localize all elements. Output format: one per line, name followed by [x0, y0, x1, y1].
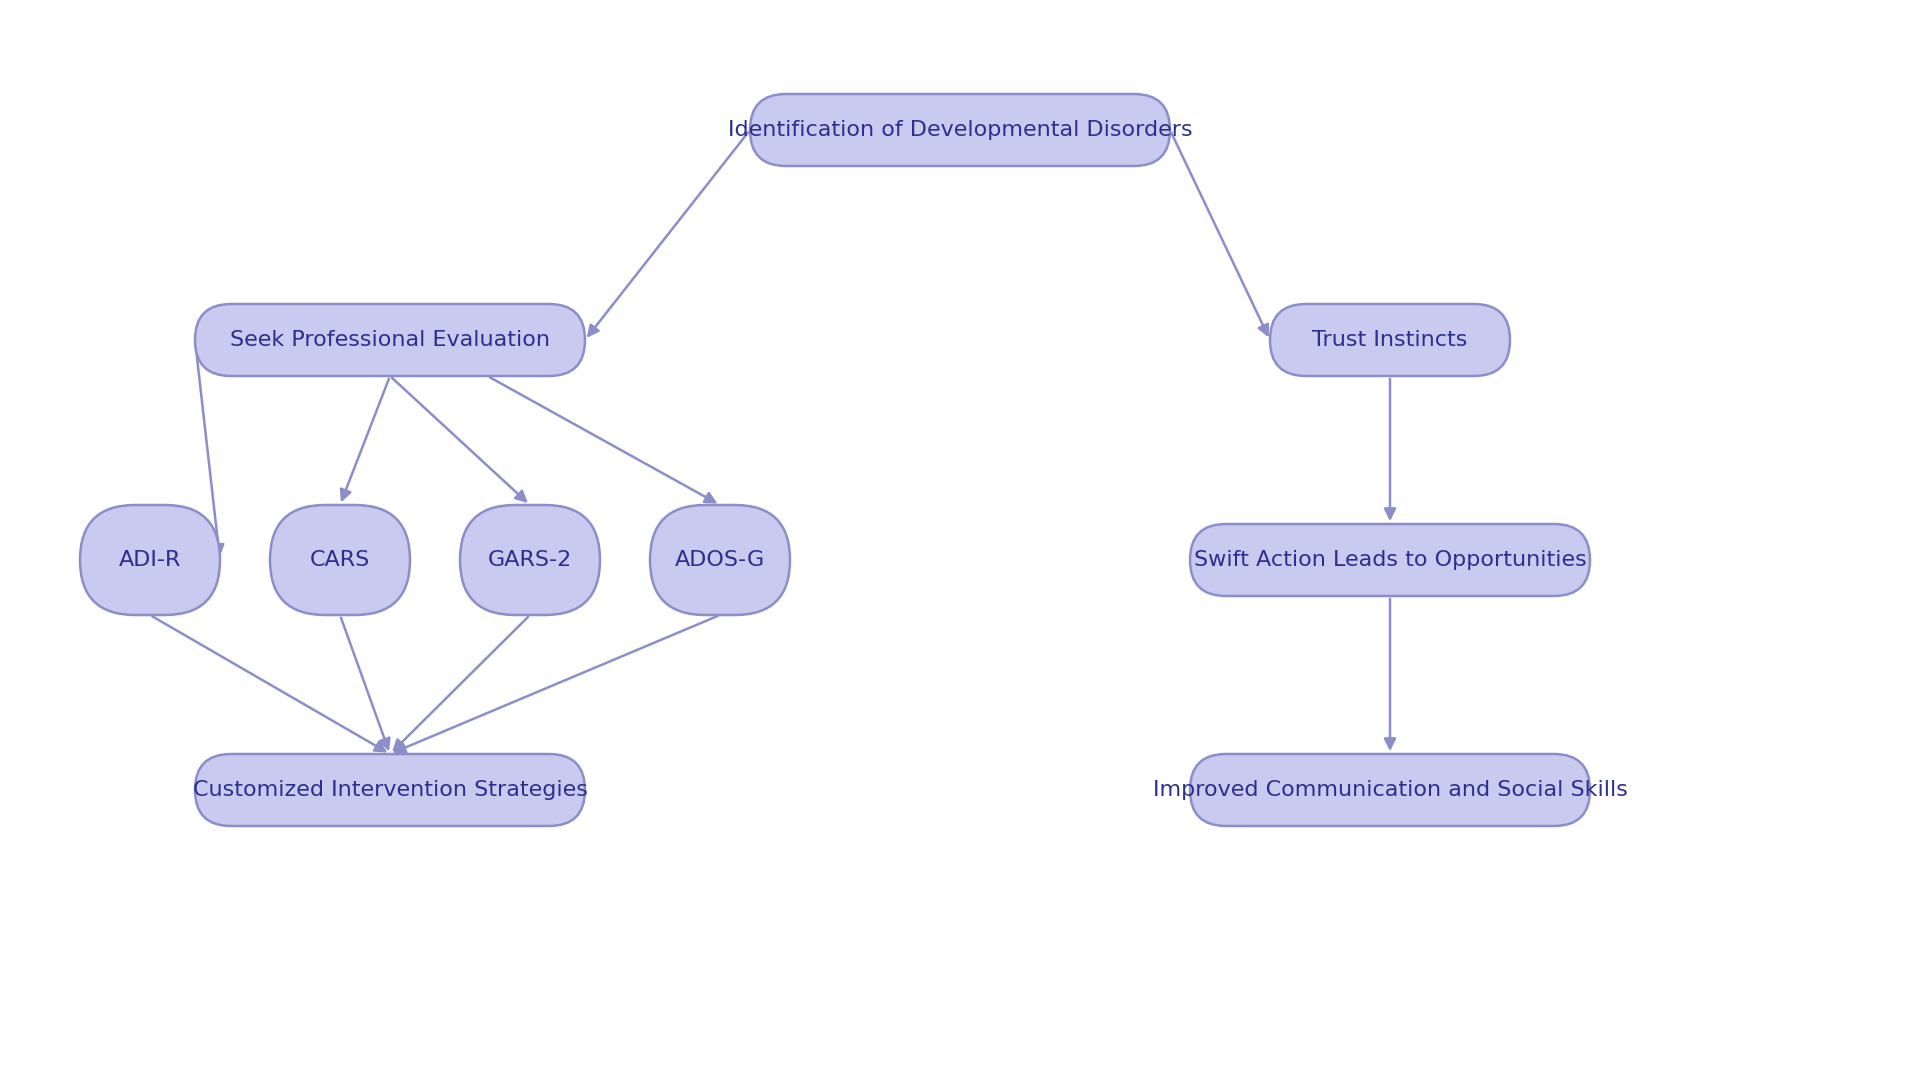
- FancyBboxPatch shape: [751, 94, 1169, 166]
- FancyBboxPatch shape: [196, 304, 586, 376]
- Text: ADOS-G: ADOS-G: [674, 550, 766, 570]
- Text: Swift Action Leads to Opportunities: Swift Action Leads to Opportunities: [1194, 550, 1586, 570]
- FancyBboxPatch shape: [1190, 524, 1590, 596]
- FancyBboxPatch shape: [196, 754, 586, 826]
- Text: Customized Intervention Strategies: Customized Intervention Strategies: [192, 780, 588, 800]
- Text: ADI-R: ADI-R: [119, 550, 180, 570]
- FancyBboxPatch shape: [81, 505, 221, 615]
- Text: Improved Communication and Social Skills: Improved Communication and Social Skills: [1152, 780, 1628, 800]
- Text: Trust Instincts: Trust Instincts: [1311, 330, 1467, 350]
- FancyBboxPatch shape: [271, 505, 411, 615]
- Text: Identification of Developmental Disorders: Identification of Developmental Disorder…: [728, 120, 1192, 140]
- FancyBboxPatch shape: [461, 505, 599, 615]
- FancyBboxPatch shape: [1269, 304, 1509, 376]
- Text: CARS: CARS: [309, 550, 371, 570]
- Text: Seek Professional Evaluation: Seek Professional Evaluation: [230, 330, 549, 350]
- FancyBboxPatch shape: [651, 505, 789, 615]
- Text: GARS-2: GARS-2: [488, 550, 572, 570]
- FancyBboxPatch shape: [1190, 754, 1590, 826]
